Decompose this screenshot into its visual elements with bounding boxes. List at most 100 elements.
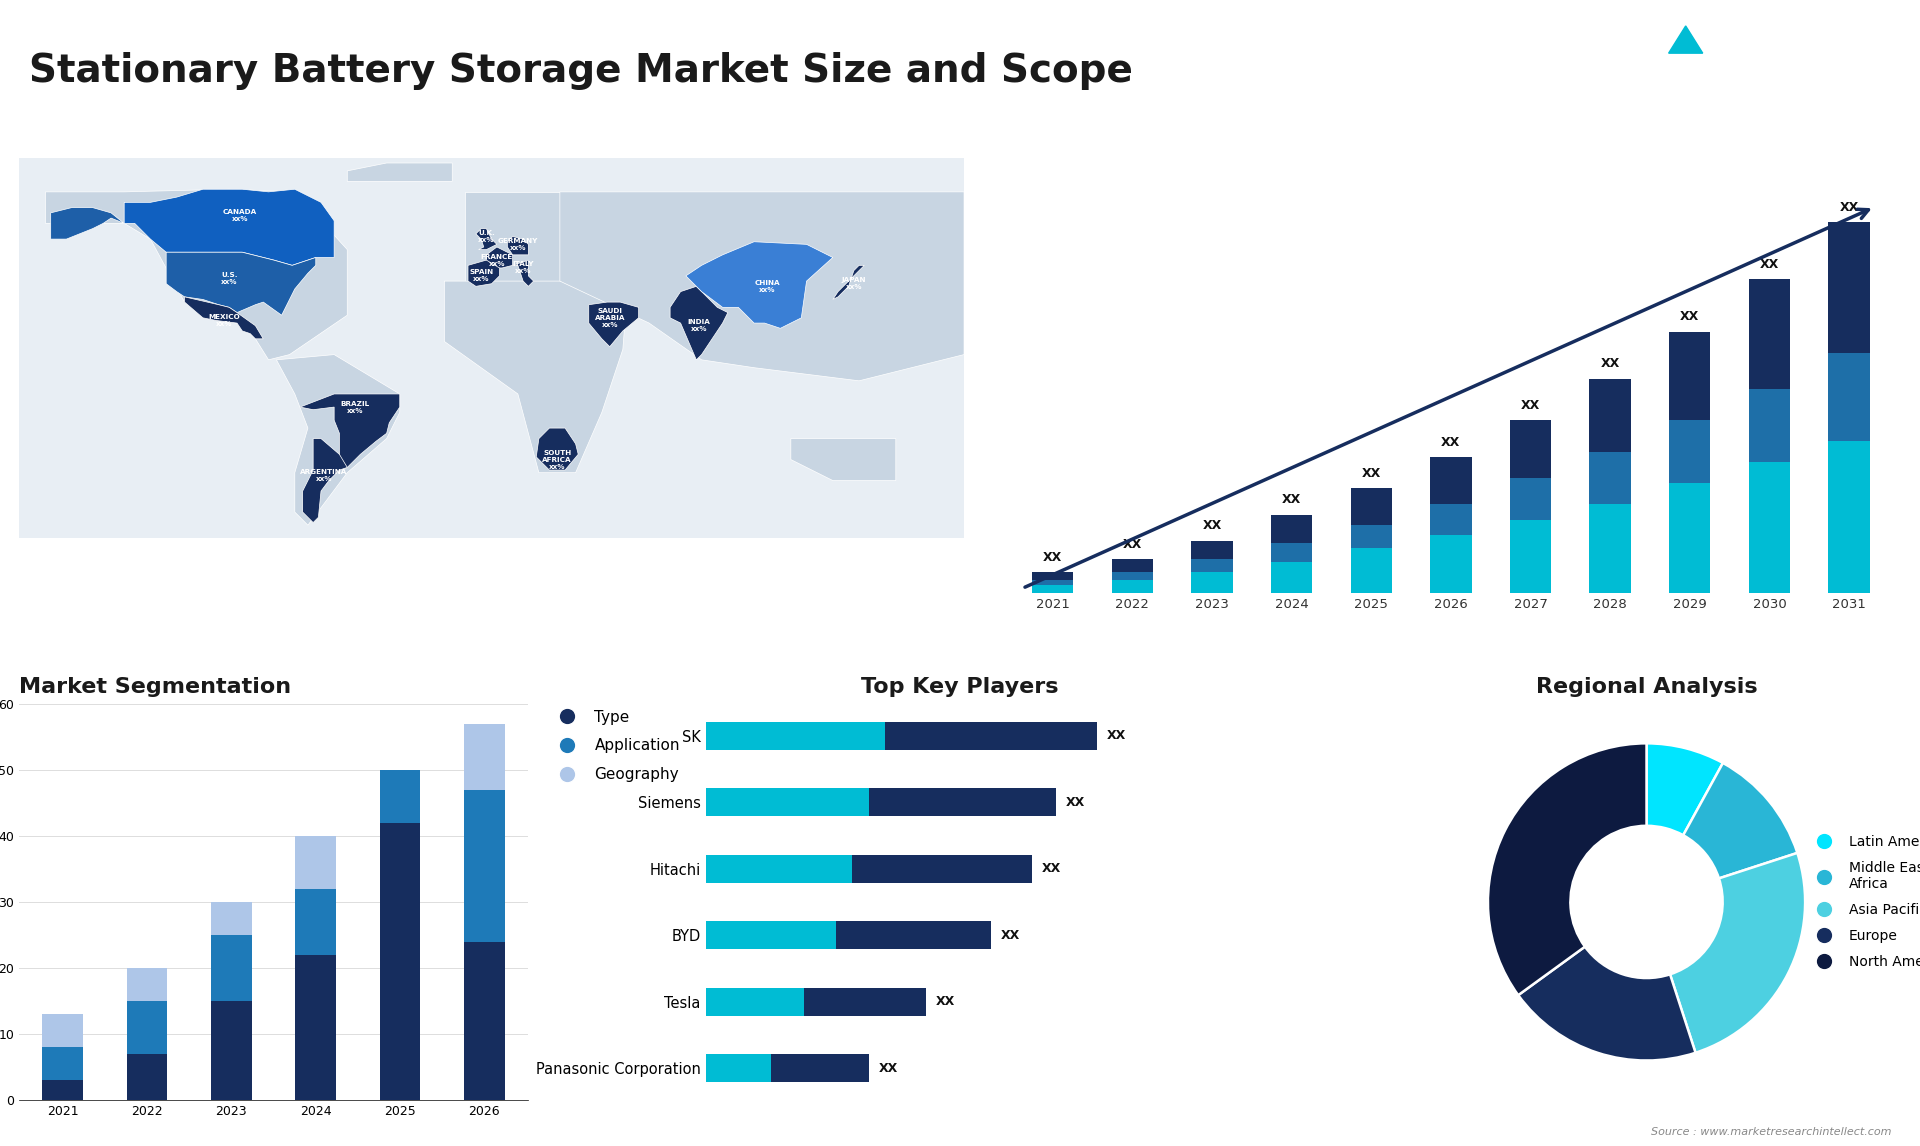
Bar xyxy=(1749,390,1789,462)
Wedge shape xyxy=(1488,744,1647,995)
Bar xyxy=(707,988,925,1015)
Polygon shape xyxy=(303,439,348,523)
Bar xyxy=(296,955,336,1100)
Title: Regional Analysis: Regional Analysis xyxy=(1536,676,1757,697)
Text: SOUTH
AFRICA
xx%: SOUTH AFRICA xx% xyxy=(543,449,572,470)
Bar xyxy=(1350,488,1392,525)
Polygon shape xyxy=(46,189,348,360)
Text: XX: XX xyxy=(1106,729,1125,743)
Bar xyxy=(1271,562,1311,592)
Text: XX: XX xyxy=(1000,928,1020,942)
Text: XX: XX xyxy=(1123,537,1142,551)
Polygon shape xyxy=(561,191,964,380)
Polygon shape xyxy=(300,394,399,470)
Polygon shape xyxy=(348,163,453,181)
Bar xyxy=(707,722,1096,749)
Bar xyxy=(1590,504,1630,592)
Bar xyxy=(1271,515,1311,543)
Bar xyxy=(127,1002,167,1054)
Bar xyxy=(707,788,868,816)
Legend: Type, Application, Geography: Type, Application, Geography xyxy=(545,704,685,788)
Bar xyxy=(1112,580,1154,592)
Bar xyxy=(1590,452,1630,504)
Polygon shape xyxy=(444,281,628,472)
Bar xyxy=(707,855,852,882)
FancyBboxPatch shape xyxy=(19,158,964,539)
Text: Market Segmentation: Market Segmentation xyxy=(19,676,292,697)
Polygon shape xyxy=(1668,26,1703,53)
Bar xyxy=(707,788,1056,816)
Polygon shape xyxy=(486,248,513,268)
Text: CANADA
xx%: CANADA xx% xyxy=(223,209,257,222)
Text: XX: XX xyxy=(879,1061,899,1075)
Polygon shape xyxy=(670,286,728,360)
Bar xyxy=(1509,421,1551,478)
Text: XX: XX xyxy=(1361,468,1380,480)
Bar xyxy=(1033,572,1073,580)
Bar xyxy=(1190,572,1233,592)
Polygon shape xyxy=(50,207,125,240)
Text: XX: XX xyxy=(1442,435,1461,449)
Bar xyxy=(1828,353,1870,441)
Bar xyxy=(1509,478,1551,520)
Bar xyxy=(127,1054,167,1100)
Bar xyxy=(1430,535,1471,592)
Text: FRANCE
xx%: FRANCE xx% xyxy=(480,253,513,267)
Bar xyxy=(1668,331,1711,421)
Bar xyxy=(1828,222,1870,353)
Bar xyxy=(1430,457,1471,504)
Text: XX: XX xyxy=(1680,311,1699,323)
Text: JAPAN
xx%: JAPAN xx% xyxy=(841,277,866,290)
Polygon shape xyxy=(468,260,499,286)
Bar xyxy=(1509,520,1551,592)
Bar xyxy=(1828,441,1870,592)
Bar xyxy=(707,921,991,949)
Legend: Latin America, Middle East &
Africa, Asia Pacific, Europe, North America: Latin America, Middle East & Africa, Asi… xyxy=(1805,830,1920,974)
Text: XX: XX xyxy=(1043,551,1062,564)
Title: Top Key Players: Top Key Players xyxy=(862,676,1058,697)
Bar xyxy=(1668,421,1711,484)
Wedge shape xyxy=(1647,744,1722,835)
Text: XX: XX xyxy=(1601,358,1620,370)
Bar xyxy=(465,723,505,790)
Bar xyxy=(380,770,420,823)
Bar xyxy=(380,823,420,1100)
Text: XX: XX xyxy=(1761,258,1780,272)
Polygon shape xyxy=(184,297,263,339)
Bar xyxy=(1749,462,1789,592)
Text: INDIA
xx%: INDIA xx% xyxy=(687,320,710,332)
Bar xyxy=(1190,541,1233,559)
Polygon shape xyxy=(833,266,864,299)
Polygon shape xyxy=(476,228,497,250)
Text: XX: XX xyxy=(1283,494,1302,507)
Polygon shape xyxy=(167,252,315,315)
Text: CHINA
xx%: CHINA xx% xyxy=(755,280,780,293)
Bar xyxy=(1190,559,1233,572)
Polygon shape xyxy=(125,189,334,266)
Polygon shape xyxy=(589,303,639,347)
Bar xyxy=(211,902,252,935)
Bar xyxy=(1590,378,1630,452)
Bar xyxy=(211,935,252,1002)
Polygon shape xyxy=(791,439,897,480)
Bar xyxy=(42,1047,83,1081)
Bar xyxy=(707,988,804,1015)
Text: XX: XX xyxy=(1839,201,1859,213)
Bar xyxy=(1271,543,1311,562)
Bar xyxy=(1350,549,1392,592)
Text: SAUDI
ARABIA
xx%: SAUDI ARABIA xx% xyxy=(595,308,626,328)
Bar xyxy=(1749,280,1789,390)
Text: XX: XX xyxy=(1041,862,1060,876)
Bar xyxy=(1112,559,1154,572)
Text: ARGENTINA
xx%: ARGENTINA xx% xyxy=(300,469,348,481)
Bar xyxy=(1668,484,1711,592)
Text: XX: XX xyxy=(1066,795,1085,809)
Bar xyxy=(1112,572,1154,580)
Bar xyxy=(707,722,885,749)
Polygon shape xyxy=(1620,38,1751,127)
Polygon shape xyxy=(507,236,528,254)
Text: BRAZIL
xx%: BRAZIL xx% xyxy=(340,401,371,414)
Text: U.K.
xx%: U.K. xx% xyxy=(478,230,495,243)
Polygon shape xyxy=(685,242,833,329)
Bar xyxy=(211,1002,252,1100)
